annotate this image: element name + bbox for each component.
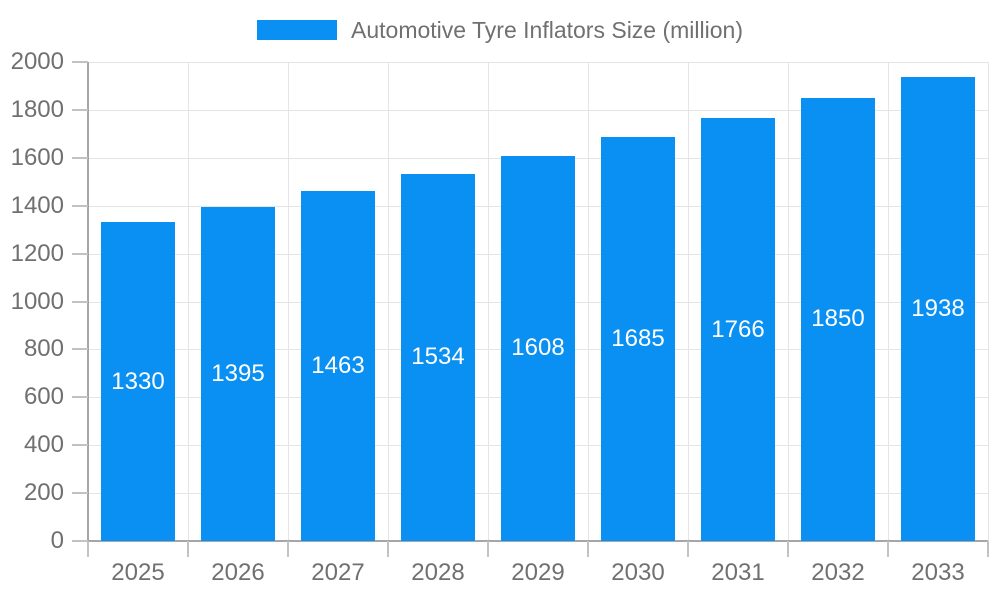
grid-line-vertical xyxy=(488,62,489,541)
y-axis-tick xyxy=(72,396,88,399)
x-axis-tick xyxy=(987,541,989,557)
y-axis-tick xyxy=(72,204,88,207)
bar-2031[interactable] xyxy=(701,118,775,541)
x-axis-label-2030: 2030 xyxy=(611,559,665,586)
x-axis-label-2031: 2031 xyxy=(711,559,765,586)
bar-value-label-2027: 1463 xyxy=(311,351,365,379)
y-axis-tick xyxy=(72,61,88,63)
x-axis-tick xyxy=(387,541,389,557)
legend-swatch xyxy=(257,20,337,40)
y-axis-label-2000: 2000 xyxy=(10,48,64,75)
y-axis-tick xyxy=(72,540,88,542)
bar-2026[interactable] xyxy=(201,206,275,541)
bar-2029[interactable] xyxy=(501,155,575,541)
grid-line-vertical xyxy=(988,62,989,541)
y-axis-tick xyxy=(72,444,88,447)
y-axis-tick xyxy=(72,156,88,159)
x-axis-label-2029: 2029 xyxy=(511,559,565,586)
y-axis-label-1800: 1800 xyxy=(10,95,64,123)
y-axis-tick xyxy=(72,300,88,303)
x-axis-label-2032: 2032 xyxy=(811,559,865,586)
x-axis-label-2025: 2025 xyxy=(111,559,165,586)
bar-value-label-2032: 1850 xyxy=(811,305,865,333)
y-axis-label-1000: 1000 xyxy=(10,287,64,315)
bar-2025[interactable] xyxy=(101,222,175,541)
bar-2033[interactable] xyxy=(901,76,975,541)
bar-value-label-2030: 1685 xyxy=(611,325,665,353)
x-axis-tick xyxy=(587,541,589,557)
x-axis-tick xyxy=(187,541,189,557)
y-axis-tick xyxy=(72,492,88,495)
legend[interactable]: Automotive Tyre Inflators Size (million) xyxy=(0,14,1000,46)
grid-line-vertical xyxy=(688,62,689,541)
y-axis-tick xyxy=(72,252,88,255)
x-axis-label-2028: 2028 xyxy=(411,559,465,586)
y-axis-label-200: 200 xyxy=(23,479,64,507)
bar-2032[interactable] xyxy=(801,97,875,541)
x-axis-tick xyxy=(887,541,889,557)
grid-line-vertical xyxy=(288,62,289,541)
y-axis-label-400: 400 xyxy=(23,431,64,459)
y-axis-label-800: 800 xyxy=(23,335,64,363)
y-axis-label-1200: 1200 xyxy=(10,239,64,267)
bar-value-label-2029: 1608 xyxy=(511,334,565,362)
bar-2027[interactable] xyxy=(301,190,375,541)
x-axis-tick xyxy=(687,541,689,557)
bar-value-label-2031: 1766 xyxy=(711,315,765,343)
bar-2028[interactable] xyxy=(401,173,475,541)
bar-value-label-2026: 1395 xyxy=(211,359,265,387)
bar-value-label-2025: 1330 xyxy=(111,367,165,395)
grid-line-vertical xyxy=(888,62,889,541)
grid-line-horizontal xyxy=(88,62,988,63)
y-axis-tick xyxy=(72,108,88,111)
y-axis-label-600: 600 xyxy=(23,383,64,411)
x-axis-tick xyxy=(487,541,489,557)
x-axis-label-2026: 2026 xyxy=(211,559,265,586)
grid-line-vertical xyxy=(188,62,189,541)
x-axis-label-2033: 2033 xyxy=(911,559,965,586)
y-axis-line xyxy=(87,62,89,541)
y-axis-label-0: 0 xyxy=(50,527,64,554)
grid-line-vertical xyxy=(788,62,789,541)
y-axis-label-1600: 1600 xyxy=(10,143,64,171)
x-axis-label-2027: 2027 xyxy=(311,559,365,586)
bar-2030[interactable] xyxy=(601,137,675,541)
grid-line-vertical xyxy=(588,62,589,541)
grid-line-vertical xyxy=(388,62,389,541)
x-axis-line xyxy=(88,540,988,542)
y-axis-label-1400: 1400 xyxy=(10,191,64,219)
bar-value-label-2028: 1534 xyxy=(411,343,465,371)
x-axis-tick xyxy=(287,541,289,557)
x-axis-tick xyxy=(87,541,89,557)
grid-line-horizontal xyxy=(88,109,988,111)
legend-label: Automotive Tyre Inflators Size (million) xyxy=(351,16,743,43)
y-axis-tick xyxy=(72,348,88,351)
x-axis-tick xyxy=(787,541,789,557)
bar-value-label-2033: 1938 xyxy=(911,294,965,322)
